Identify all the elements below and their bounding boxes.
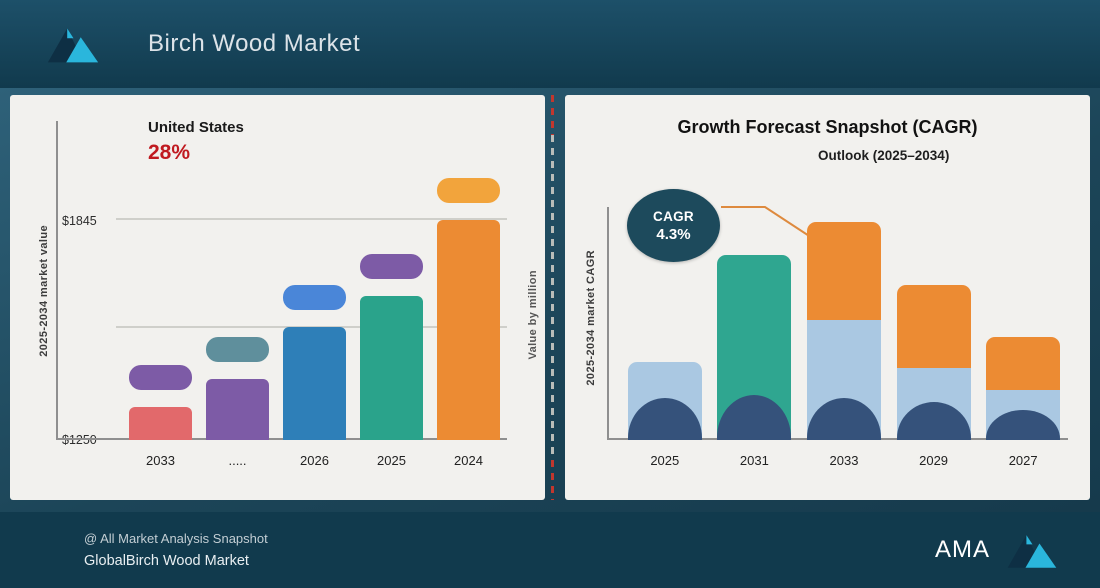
x-axis-label: 2027 — [1008, 453, 1038, 468]
segment-top — [896, 285, 971, 368]
footer-brand-text: AMA — [934, 536, 990, 563]
bar-group-2026 — [283, 140, 346, 440]
x-axis-label: 2031 — [739, 453, 769, 468]
bar-group-2024 — [437, 140, 500, 440]
bar-group-2025 — [360, 140, 423, 440]
cagr-badge: CAGR 4.3% — [627, 189, 720, 262]
bar-cap — [360, 254, 423, 279]
x-axis-label: 2033 — [146, 453, 175, 468]
left-chart-highlight-percent: 28% — [148, 141, 191, 164]
bar — [360, 296, 423, 440]
stacked-bar-2027 — [986, 337, 1061, 440]
bar-group-2033 — [129, 140, 192, 440]
footer-text-block: @ All Market Analysis Snapshot GlobalBir… — [84, 531, 268, 569]
left-chart-panel: United States 28% 2025-2034 market value… — [10, 95, 545, 500]
x-axis-label: 2024 — [454, 453, 483, 468]
bar-cap — [437, 178, 500, 203]
right-xlabels: 2025 2031 2033 2029 2027 — [620, 453, 1068, 468]
y-tick-bottom: $1250 — [62, 433, 97, 447]
bar — [283, 327, 346, 440]
x-axis-label: 2033 — [829, 453, 859, 468]
divider-dash-red-top — [551, 95, 554, 135]
right-plot — [620, 190, 1068, 440]
x-axis-label: 2029 — [919, 453, 949, 468]
left-y-axis-line — [56, 121, 58, 440]
cagr-badge-label: CAGR — [653, 208, 694, 224]
x-axis-label: ..... — [228, 453, 247, 468]
y-tick-top: $1845 — [62, 214, 97, 228]
segment-top — [806, 222, 881, 320]
panel-divider — [551, 95, 554, 500]
left-chart-heading: United States 28% — [148, 119, 244, 165]
bar — [437, 220, 500, 440]
header-bar: Birch Wood Market — [0, 0, 1100, 88]
stacked-bar-2029 — [896, 285, 971, 440]
segment-top — [986, 337, 1061, 390]
main-area: United States 28% 2025-2034 market value… — [0, 88, 1100, 512]
footer-line-2: GlobalBirch Wood Market — [84, 553, 249, 569]
footer-line-1: @ All Market Analysis Snapshot — [84, 531, 268, 546]
bar — [129, 407, 192, 440]
right-chart-title: Growth Forecast Snapshot (CAGR) — [677, 117, 978, 137]
bar — [206, 379, 269, 440]
bar-cap — [283, 285, 346, 310]
x-axis-label: 2025 — [650, 453, 680, 468]
bar-group-..... — [206, 140, 269, 440]
left-plot — [116, 140, 507, 440]
left-x-axis-line — [56, 438, 507, 440]
gridline-0 — [116, 218, 507, 220]
cagr-badge-value: 4.3% — [656, 225, 691, 243]
right-chart-panel: Growth Forecast Snapshot (CAGR) Outlook … — [565, 95, 1090, 500]
left-y-axis-label: 2025-2034 market value — [38, 225, 50, 357]
divider-dash-red-bottom — [551, 460, 554, 500]
stacked-bar-2025 — [627, 362, 702, 440]
right-chart-subtitle: Outlook (2025–2034) — [818, 148, 950, 163]
page-title: Birch Wood Market — [148, 30, 361, 57]
ama-mountain-logo-icon — [47, 28, 99, 63]
left-right-axis-label: Value by million — [527, 270, 539, 360]
right-y-axis-line — [607, 207, 609, 440]
footer-brand-block: AMA — [935, 530, 1060, 570]
bar-cap — [129, 365, 192, 390]
left-chart-title: United States — [148, 119, 244, 136]
divider-dash-gray — [551, 135, 554, 460]
x-axis-label: 2025 — [377, 453, 406, 468]
x-axis-label: 2026 — [300, 453, 329, 468]
bar-cap — [206, 337, 269, 362]
right-y-axis-label: 2025-2034 market CAGR — [585, 250, 597, 386]
ama-mountain-logo-icon — [1007, 535, 1057, 568]
stacked-bar-2033 — [806, 222, 881, 440]
left-xlabels: 2033..... 2026 2025 2024 — [122, 453, 507, 468]
stacked-bar-2031 — [717, 255, 792, 440]
footer-bar: @ All Market Analysis Snapshot GlobalBir… — [0, 512, 1100, 588]
